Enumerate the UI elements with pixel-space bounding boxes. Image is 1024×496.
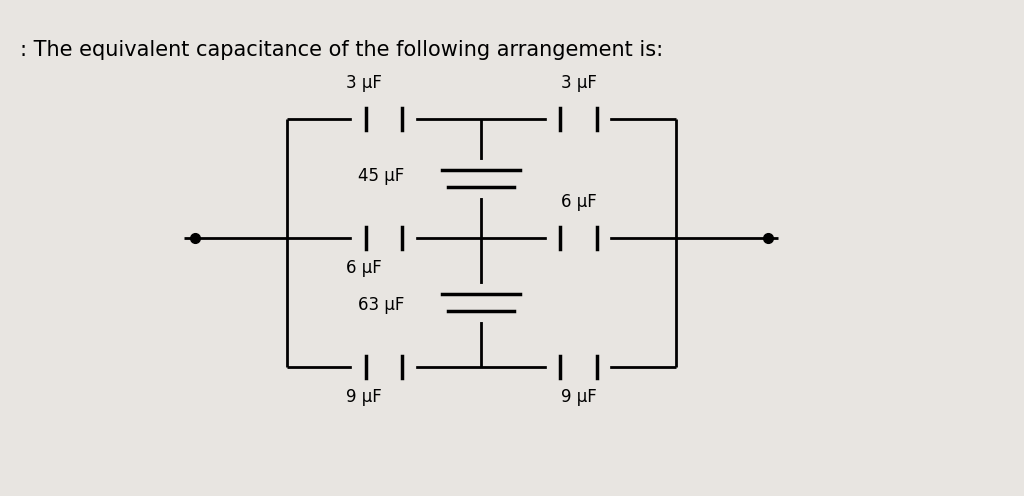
Text: 3 μF: 3 μF	[560, 74, 597, 92]
Text: 9 μF: 9 μF	[346, 388, 381, 406]
Text: 3 μF: 3 μF	[345, 74, 382, 92]
Text: : The equivalent capacitance of the following arrangement is:: : The equivalent capacitance of the foll…	[20, 40, 664, 60]
Text: 9 μF: 9 μF	[561, 388, 596, 406]
Text: 45 μF: 45 μF	[358, 167, 404, 185]
Text: 63 μF: 63 μF	[358, 296, 404, 314]
Text: 6 μF: 6 μF	[346, 259, 381, 277]
Text: 6 μF: 6 μF	[561, 193, 596, 211]
